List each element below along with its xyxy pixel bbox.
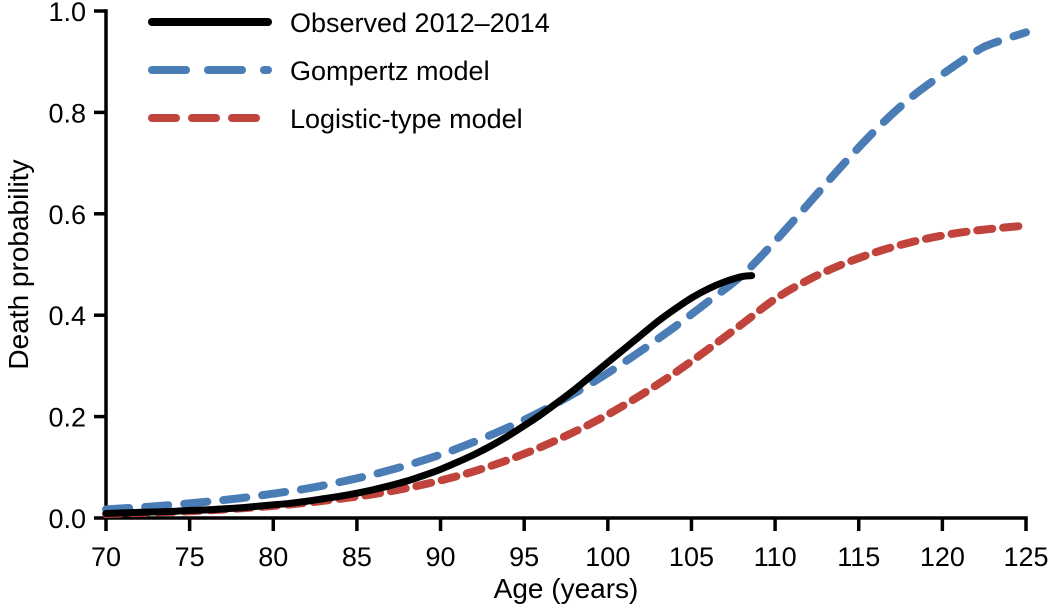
x-axis-tick-label: 85 [342, 542, 372, 572]
x-axis-title: Age (years) [494, 573, 639, 604]
x-axis-tick-label: 105 [669, 542, 714, 572]
data-series-group [102, 28, 1030, 518]
x-axis-tick-label: 120 [920, 542, 965, 572]
y-axis-tick-label: 0.0 [48, 504, 86, 534]
x-axis-tick-label: 95 [509, 542, 539, 572]
y-axis-ticks [94, 9, 106, 520]
x-axis-tick-label: 115 [837, 542, 880, 572]
x-axis-ticks [104, 518, 1028, 531]
axes-group [104, 9, 1028, 520]
x-axis-tick-label: 90 [426, 542, 456, 572]
legend-label: Gompertz model [290, 56, 490, 86]
x-axis-tick-label: 110 [754, 542, 797, 572]
y-axis-title: Death probability [3, 159, 34, 369]
x-axis-tick-label: 125 [1003, 542, 1048, 572]
x-axis-tick-label: 80 [258, 542, 288, 572]
y-axis-tick-label: 0.2 [48, 403, 86, 433]
y-axis-tick-label: 1.0 [48, 0, 86, 27]
x-axis-tick-label: 100 [585, 542, 630, 572]
y-axis-tick-label: 0.6 [48, 200, 86, 230]
series-line [102, 272, 756, 517]
y-axis-tick-labels: 0.0 0.2 0.4 0.6 0.8 1.0 [48, 0, 86, 534]
x-axis-tick-label: 70 [91, 542, 121, 572]
series-line [102, 221, 1030, 518]
x-axis-tick-labels: 70 75 80 85 90 95 100 105 110 115 120 125 [91, 542, 1049, 572]
chart-legend: Observed 2012–2014 Gompertz model Logistic… [148, 8, 550, 134]
y-axis-tick-label: 0.8 [48, 98, 86, 128]
legend-label: Logistic-type model [290, 104, 523, 134]
y-axis-tick-label: 0.4 [48, 301, 86, 331]
x-axis-tick-label: 75 [175, 542, 205, 572]
legend-label: Observed 2012–2014 [290, 8, 550, 38]
